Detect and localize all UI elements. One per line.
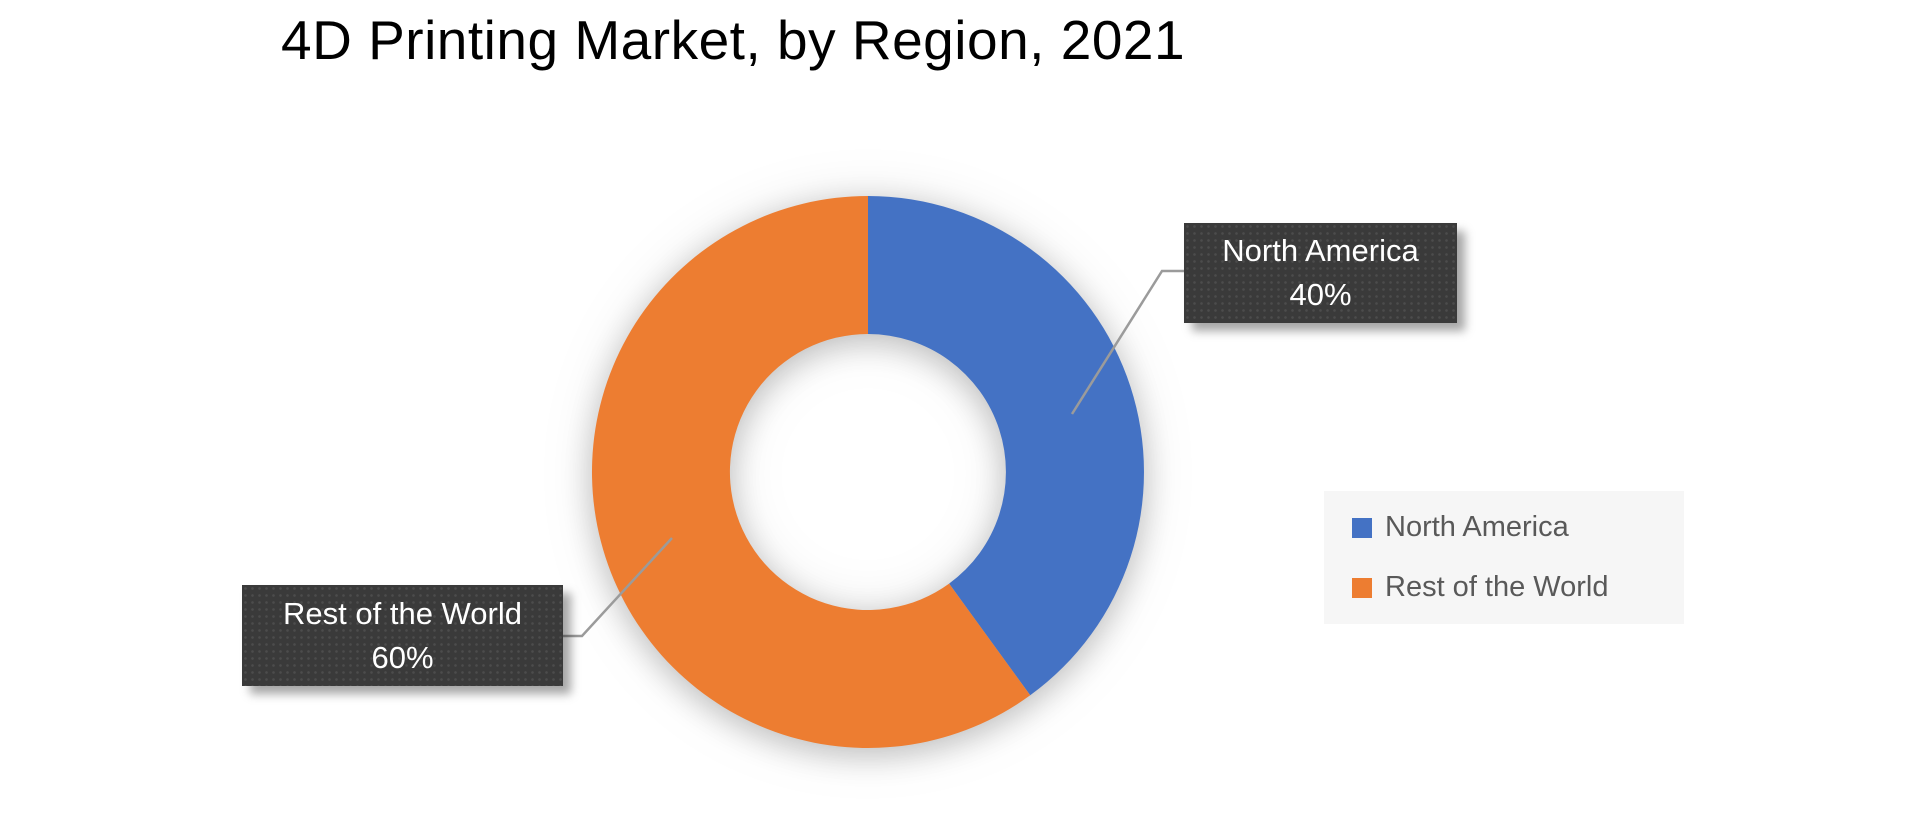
data-label-name: Rest of the World bbox=[283, 595, 522, 631]
donut-segment-rest-of-world bbox=[591, 196, 1031, 748]
data-label-value: 40% bbox=[1289, 277, 1352, 312]
leader-line-rest-of-world bbox=[563, 537, 673, 638]
chart-legend: North America Rest of the World bbox=[1324, 491, 1684, 624]
legend-item-north-america: North America bbox=[1352, 511, 1684, 544]
legend-swatch-north-america bbox=[1352, 517, 1372, 538]
legend-label: Rest of the World bbox=[1385, 571, 1609, 603]
legend-swatch-rest-of-world bbox=[1352, 577, 1372, 598]
data-label-rest-of-world: Rest of the World 60% bbox=[242, 585, 563, 686]
leader-line-north-america bbox=[1070, 269, 1184, 415]
data-label-north-america: North America 40% bbox=[1184, 223, 1457, 323]
data-label-value: 60% bbox=[371, 639, 434, 675]
legend-label: North America bbox=[1385, 511, 1569, 543]
donut-segment-north-america bbox=[868, 196, 1144, 696]
donut-ring bbox=[591, 196, 1144, 748]
data-label-name: North America bbox=[1222, 233, 1419, 268]
legend-item-rest-of-world: Rest of the World bbox=[1352, 571, 1684, 604]
chart-title: 4D Printing Market, by Region, 2021 bbox=[281, 9, 1186, 71]
